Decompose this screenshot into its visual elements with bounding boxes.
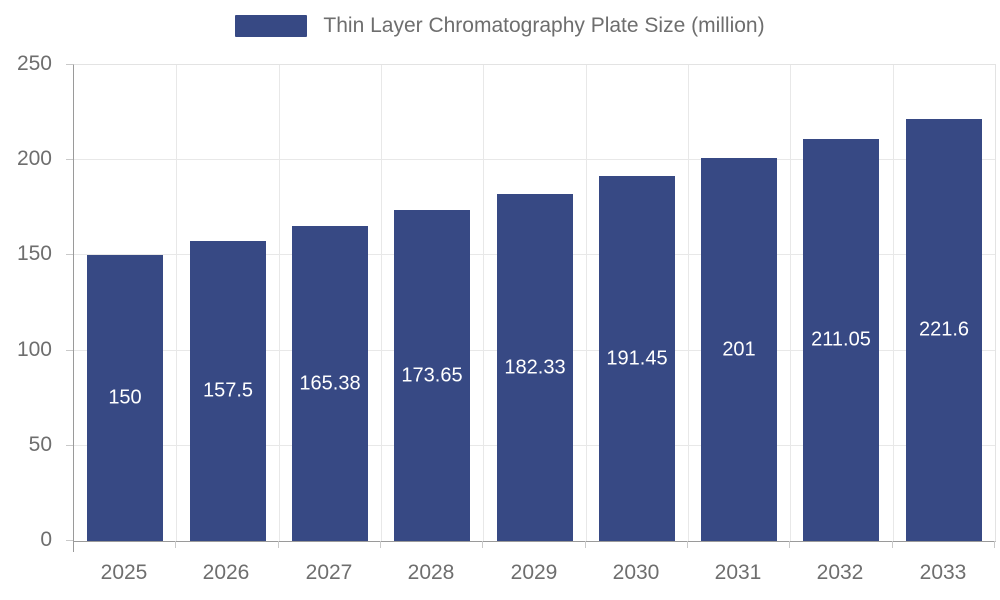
y-axis-tick-label: 150 bbox=[16, 242, 52, 266]
y-axis-tick-mark bbox=[66, 64, 73, 65]
gridline-vertical bbox=[688, 65, 689, 541]
x-axis-tick-label: 2028 bbox=[407, 561, 455, 584]
bar-2028[interactable] bbox=[394, 210, 470, 541]
x-axis-tick-mark bbox=[278, 541, 279, 548]
x-axis-tick-mark bbox=[380, 541, 381, 548]
gridline-vertical bbox=[176, 65, 177, 541]
x-axis-tick-label: 2033 bbox=[919, 561, 967, 584]
bar-2031[interactable] bbox=[701, 158, 777, 541]
x-axis-tick-label: 2025 bbox=[100, 561, 148, 584]
gridline-vertical bbox=[483, 65, 484, 541]
gridline-vertical bbox=[279, 65, 280, 541]
gridline-vertical bbox=[893, 65, 894, 541]
x-axis-tick-label: 2030 bbox=[612, 561, 660, 584]
bar-2026[interactable] bbox=[190, 241, 266, 541]
legend-label: Thin Layer Chromatography Plate Size (mi… bbox=[323, 14, 765, 37]
x-axis-tick-label: 2026 bbox=[202, 561, 250, 584]
x-axis-tick-mark bbox=[994, 541, 995, 548]
y-axis-tick-label: 250 bbox=[16, 52, 52, 75]
bar-2027[interactable] bbox=[292, 226, 368, 541]
y-axis-tick-label: 50 bbox=[28, 432, 52, 456]
bar-2025[interactable] bbox=[87, 255, 163, 541]
x-axis-tick-label: 2027 bbox=[305, 561, 353, 584]
y-axis-tick-label: 0 bbox=[40, 528, 52, 551]
gridline-vertical bbox=[381, 65, 382, 541]
chart-legend-item[interactable]: Thin Layer Chromatography Plate Size (mi… bbox=[0, 14, 1000, 38]
x-axis-tick-mark bbox=[482, 541, 483, 548]
y-axis-tick-mark bbox=[66, 350, 73, 351]
legend-swatch bbox=[235, 15, 308, 37]
x-axis-tick-label: 2031 bbox=[714, 561, 762, 584]
x-axis-tick-mark bbox=[789, 541, 790, 548]
y-axis-tick-mark bbox=[66, 254, 73, 255]
x-axis-tick-mark bbox=[585, 541, 586, 548]
y-axis-tick-label: 100 bbox=[16, 337, 52, 361]
x-axis-tick-mark bbox=[175, 541, 176, 548]
gridline-vertical bbox=[586, 65, 587, 541]
y-axis-line-extension bbox=[73, 540, 74, 552]
gridline-horizontal bbox=[74, 159, 995, 161]
y-axis-tick-mark bbox=[66, 159, 73, 160]
x-axis-tick-mark bbox=[687, 541, 688, 548]
x-axis-tick-label: 2029 bbox=[510, 561, 558, 584]
y-axis-tick-label: 200 bbox=[16, 147, 52, 171]
bar-2030[interactable] bbox=[599, 176, 675, 541]
y-axis-tick-mark bbox=[66, 540, 73, 541]
gridline-vertical bbox=[790, 65, 791, 541]
x-axis-tick-mark bbox=[892, 541, 893, 548]
bar-2032[interactable] bbox=[803, 139, 879, 541]
plot-area: 150 157.5 165.38 173.65 182.33 191.45 201 211.0… bbox=[73, 64, 996, 542]
y-axis-tick-mark bbox=[66, 445, 73, 446]
bar-2033[interactable] bbox=[906, 119, 982, 541]
x-axis-tick-label: 2032 bbox=[816, 561, 864, 584]
bar-2029[interactable] bbox=[497, 194, 573, 541]
